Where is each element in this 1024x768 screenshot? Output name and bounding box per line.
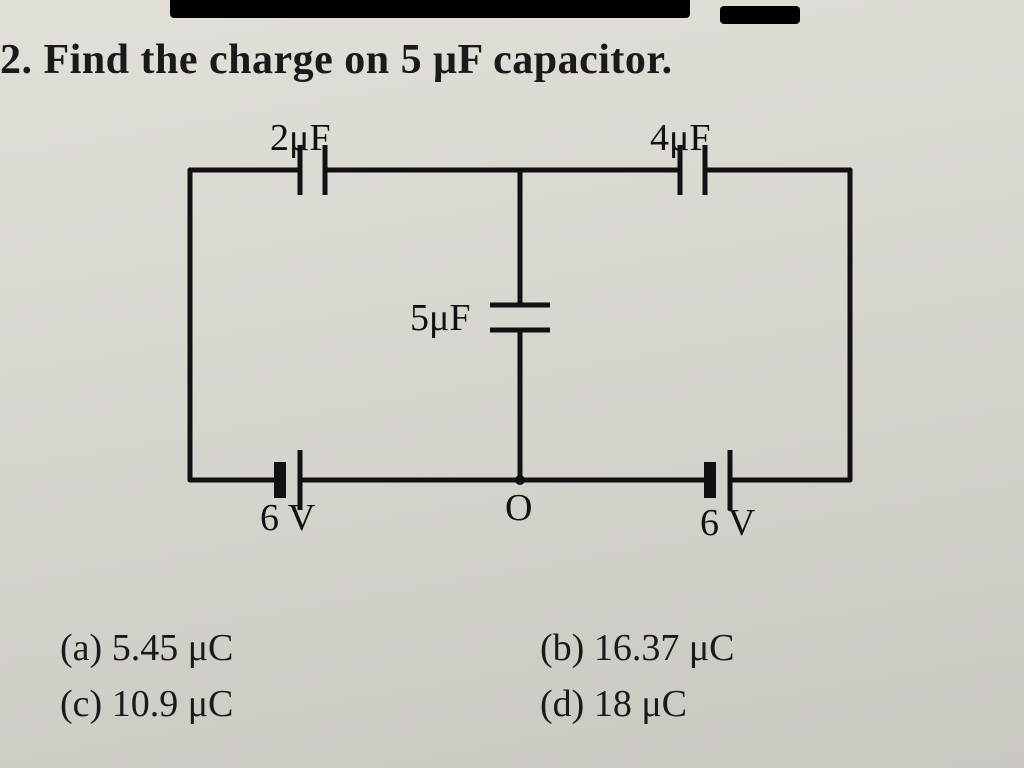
- redaction-bar: [720, 6, 800, 24]
- question-text: Find the charge on 5 μF capacitor.: [44, 37, 673, 83]
- option-prefix: (b): [540, 627, 584, 669]
- circuit-diagram: 2μF 4μF 5μF 6 V 6 V O: [150, 110, 890, 570]
- label-c3: 5μF: [410, 297, 471, 339]
- option-text: 5.45 μC: [112, 627, 234, 669]
- option-text: 10.9 μC: [112, 683, 234, 725]
- page: 2. Find the charge on 5 μF capacitor.: [0, 0, 1024, 768]
- label-b1: 6 V: [260, 497, 316, 539]
- option-prefix: (a): [60, 627, 102, 669]
- option-d: (d) 18 μC: [540, 676, 687, 733]
- label-node-o: O: [505, 487, 532, 529]
- option-b: (b) 16.37 μC: [540, 620, 735, 677]
- label-b2: 6 V: [700, 502, 756, 544]
- label-c2: 4μF: [650, 117, 711, 159]
- option-prefix: (c): [60, 683, 102, 725]
- label-c1: 2μF: [270, 117, 331, 159]
- question-number: 2.: [0, 37, 33, 83]
- circuit-svg: 2μF 4μF 5μF 6 V 6 V O: [150, 110, 890, 590]
- question-line: 2. Find the charge on 5 μF capacitor.: [0, 36, 673, 84]
- option-prefix: (d): [540, 683, 584, 725]
- redaction-bar: [170, 0, 690, 18]
- option-text: 16.37 μC: [594, 627, 735, 669]
- option-a: (a) 5.45 μC: [60, 620, 233, 677]
- node-o: [515, 475, 525, 485]
- option-c: (c) 10.9 μC: [60, 676, 233, 733]
- option-text: 18 μC: [594, 683, 687, 725]
